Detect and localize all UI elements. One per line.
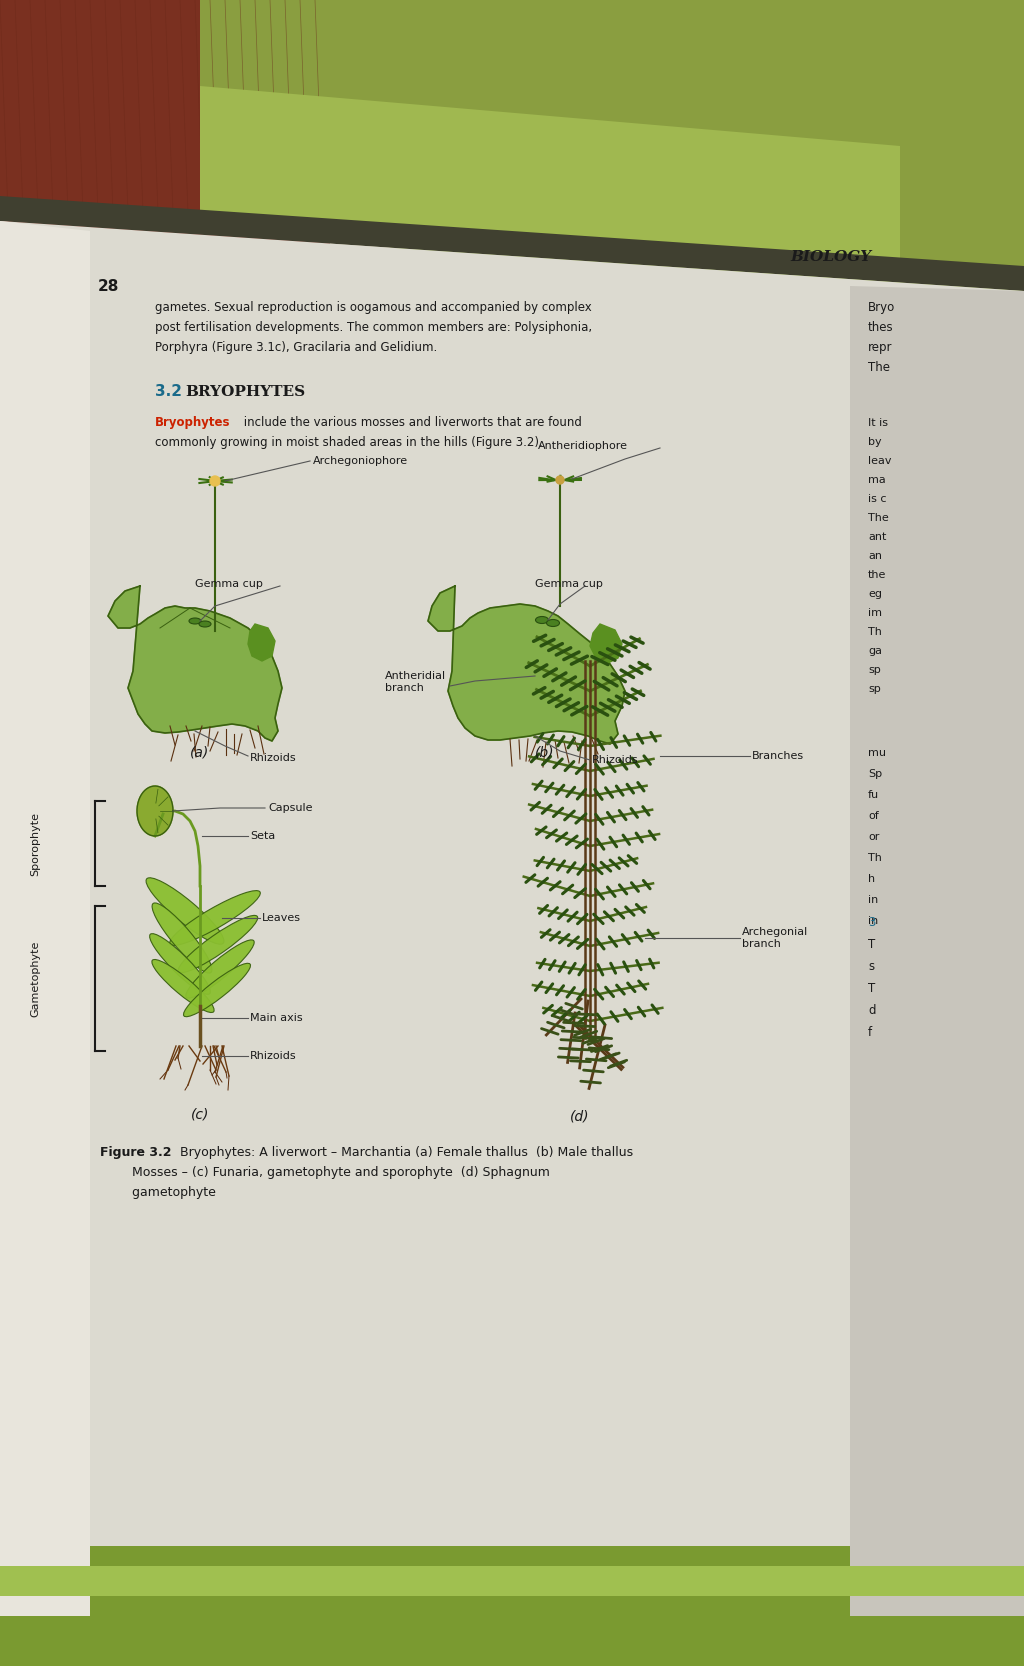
Text: Capsule: Capsule xyxy=(268,803,312,813)
Text: T: T xyxy=(868,938,876,951)
Text: commonly growing in moist shaded areas in the hills (Figure 3.2).: commonly growing in moist shaded areas i… xyxy=(155,436,543,450)
Text: Gametophyte: Gametophyte xyxy=(30,940,40,1016)
Text: or: or xyxy=(868,831,880,841)
Polygon shape xyxy=(0,1566,1024,1596)
Ellipse shape xyxy=(153,903,212,973)
Text: Mosses – (c) Funaria, gametophyte and sporophyte  (d) Sphagnum: Mosses – (c) Funaria, gametophyte and sp… xyxy=(100,1166,550,1180)
Text: Rhizoids: Rhizoids xyxy=(250,753,297,763)
Text: Leaves: Leaves xyxy=(262,913,301,923)
Polygon shape xyxy=(248,625,275,661)
Text: Gemma cup: Gemma cup xyxy=(535,580,603,590)
Polygon shape xyxy=(108,586,282,741)
Text: (c): (c) xyxy=(190,1106,209,1121)
Text: (b): (b) xyxy=(536,745,555,760)
Text: Gemma cup: Gemma cup xyxy=(195,580,263,590)
Ellipse shape xyxy=(146,878,224,945)
Text: leav: leav xyxy=(868,456,892,466)
Text: gametes. Sexual reproduction is oogamous and accompanied by complex: gametes. Sexual reproduction is oogamous… xyxy=(155,302,592,313)
Polygon shape xyxy=(0,0,330,267)
Text: h: h xyxy=(868,875,876,885)
Ellipse shape xyxy=(199,621,211,626)
Circle shape xyxy=(556,476,564,485)
Text: Antheridial
branch: Antheridial branch xyxy=(385,671,446,693)
Text: Bryophytes: A liverwort – Marchantia (a) Female thallus  (b) Male thallus: Bryophytes: A liverwort – Marchantia (a)… xyxy=(172,1146,633,1160)
Text: the: the xyxy=(868,570,887,580)
Text: The: The xyxy=(868,362,890,373)
Text: gametophyte: gametophyte xyxy=(100,1186,216,1200)
Ellipse shape xyxy=(536,616,549,623)
Text: eg: eg xyxy=(868,590,882,600)
Ellipse shape xyxy=(183,963,251,1016)
Text: thes: thes xyxy=(868,322,894,333)
Text: Main axis: Main axis xyxy=(250,1013,303,1023)
Ellipse shape xyxy=(152,960,214,1013)
Text: Branches: Branches xyxy=(752,751,804,761)
Text: is c: is c xyxy=(868,495,887,505)
Text: BRYOPHYTES: BRYOPHYTES xyxy=(185,385,305,398)
Text: Rhizoids: Rhizoids xyxy=(592,755,639,765)
Text: Th: Th xyxy=(868,626,882,636)
Ellipse shape xyxy=(178,915,258,973)
Text: (d): (d) xyxy=(570,1110,590,1125)
Text: Th: Th xyxy=(868,853,882,863)
Text: repr: repr xyxy=(868,342,893,353)
Polygon shape xyxy=(590,625,622,663)
Text: im: im xyxy=(868,608,882,618)
Ellipse shape xyxy=(547,620,559,626)
Polygon shape xyxy=(0,222,1024,1616)
Text: include the various mosses and liverworts that are found: include the various mosses and liverwort… xyxy=(240,416,582,430)
Polygon shape xyxy=(0,222,90,1616)
Polygon shape xyxy=(137,786,173,836)
Text: mu: mu xyxy=(868,748,886,758)
Circle shape xyxy=(210,476,220,486)
Text: It is: It is xyxy=(868,418,888,428)
Text: Bryophytes: Bryophytes xyxy=(155,416,230,430)
Text: sp: sp xyxy=(868,665,881,675)
Text: (a): (a) xyxy=(190,745,210,760)
Polygon shape xyxy=(850,287,1024,1616)
Text: Sporophyte: Sporophyte xyxy=(30,811,40,876)
Text: Archegonial
branch: Archegonial branch xyxy=(742,928,808,950)
Text: Rhizoids: Rhizoids xyxy=(250,1051,297,1061)
Text: f: f xyxy=(868,1026,872,1040)
Text: Bryo: Bryo xyxy=(868,302,895,313)
Text: post fertilisation developments. The common members are: Polysiphonia,: post fertilisation developments. The com… xyxy=(155,322,592,333)
Text: Antheridiophore: Antheridiophore xyxy=(538,441,628,451)
Text: Sp: Sp xyxy=(868,770,882,780)
Text: Archegoniophore: Archegoniophore xyxy=(313,456,409,466)
Text: BIOLOGY: BIOLOGY xyxy=(790,250,871,263)
Text: sp: sp xyxy=(868,685,881,695)
Polygon shape xyxy=(0,197,1024,292)
Text: by: by xyxy=(868,436,885,446)
Polygon shape xyxy=(200,0,1024,367)
Text: Seta: Seta xyxy=(250,831,275,841)
Text: d: d xyxy=(868,1005,876,1016)
Text: T: T xyxy=(868,981,876,995)
Ellipse shape xyxy=(189,618,201,625)
Text: The: The xyxy=(868,513,889,523)
Text: ga: ga xyxy=(868,646,882,656)
Text: 28: 28 xyxy=(98,278,120,293)
Text: in: in xyxy=(868,916,879,926)
Text: in: in xyxy=(868,895,879,905)
Ellipse shape xyxy=(170,891,260,945)
Polygon shape xyxy=(200,87,900,287)
Text: Figure 3.2: Figure 3.2 xyxy=(100,1146,171,1160)
Text: an: an xyxy=(868,551,882,561)
Text: ant: ant xyxy=(868,531,887,541)
Text: 3.2: 3.2 xyxy=(155,383,182,398)
Text: of: of xyxy=(868,811,879,821)
Ellipse shape xyxy=(185,940,254,998)
Polygon shape xyxy=(0,1546,1024,1666)
Text: s: s xyxy=(868,960,874,973)
Text: fu: fu xyxy=(868,790,880,800)
Polygon shape xyxy=(428,586,625,745)
Ellipse shape xyxy=(150,933,210,995)
Text: 3: 3 xyxy=(868,916,876,930)
Text: Porphyra (Figure 3.1c), Gracilaria and Gelidium.: Porphyra (Figure 3.1c), Gracilaria and G… xyxy=(155,342,437,353)
Text: ma: ma xyxy=(868,475,886,485)
